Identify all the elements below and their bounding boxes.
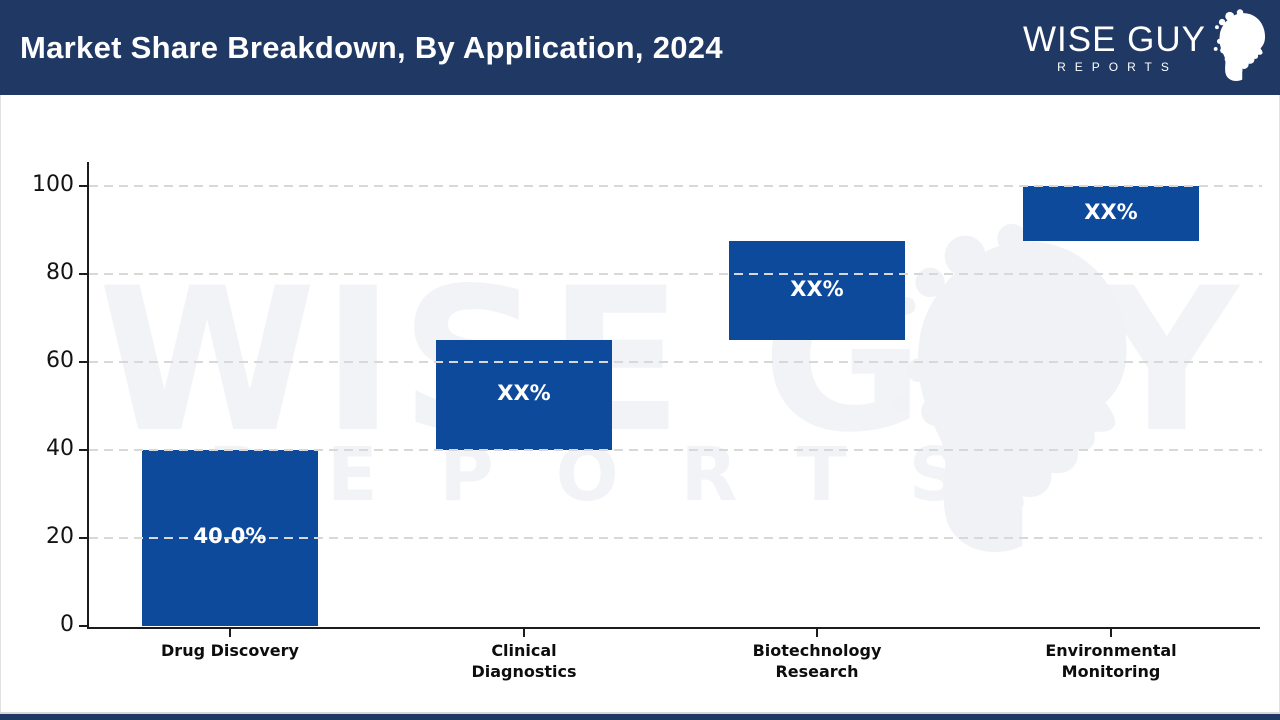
bar-value-label: 40.0% — [193, 524, 267, 548]
x-axis-category-label: Drug Discovery — [161, 641, 299, 660]
footer-strip — [0, 714, 1280, 720]
page-title: Market Share Breakdown, By Application, … — [20, 29, 723, 65]
gridline-40 — [89, 449, 1262, 451]
y-axis-tick-label: 60 — [46, 348, 74, 373]
logo-subtext: REPORTS — [1057, 59, 1178, 74]
y-tick-mark — [79, 185, 87, 187]
y-axis-tick-label: 80 — [46, 260, 74, 285]
bar-value-label: XX% — [1084, 199, 1138, 224]
wise-guy-logo: WISE GUY REPORTS — [1023, 4, 1272, 92]
bottom-hairline — [0, 712, 1280, 714]
gridline-20 — [89, 537, 1262, 539]
x-axis-line — [87, 627, 1260, 629]
bar-value-label: XX% — [790, 276, 844, 301]
logo-text: WISE GUY REPORTS — [1023, 22, 1206, 74]
logo-head-icon — [1213, 9, 1266, 82]
x-tick-mark — [523, 629, 525, 637]
bar-biotechnology-research — [729, 241, 905, 340]
x-axis-category-label: Biotechnology Research — [752, 641, 882, 681]
y-tick-mark — [79, 449, 87, 451]
y-axis-tick-label: 100 — [32, 172, 74, 197]
gridline-80 — [89, 273, 1262, 275]
y-tick-mark — [79, 537, 87, 539]
logo-wordmark: WISE GUY — [1022, 20, 1206, 60]
x-tick-mark — [229, 629, 231, 637]
y-axis-tick-label: 0 — [60, 612, 74, 637]
x-axis-category-label: Environmental Monitoring — [1045, 641, 1177, 681]
y-axis-line — [87, 162, 89, 629]
gridline-100 — [89, 185, 1262, 187]
bar-value-label: XX% — [497, 381, 551, 405]
y-axis-tick-label: 20 — [46, 524, 74, 549]
header: Market Share Breakdown, By Application, … — [0, 0, 1280, 95]
y-tick-mark — [79, 361, 87, 363]
y-tick-mark — [79, 273, 87, 275]
y-tick-mark — [79, 625, 87, 627]
x-tick-mark — [816, 629, 818, 637]
x-axis-category-label: Clinical Diagnostics — [471, 641, 577, 681]
gridline-60 — [89, 361, 1262, 363]
bar-environmental-monitoring — [1023, 186, 1199, 241]
x-tick-mark — [1110, 629, 1112, 637]
bar-clinical-diagnostics — [436, 340, 612, 450]
y-axis-tick-label: 40 — [46, 436, 74, 461]
